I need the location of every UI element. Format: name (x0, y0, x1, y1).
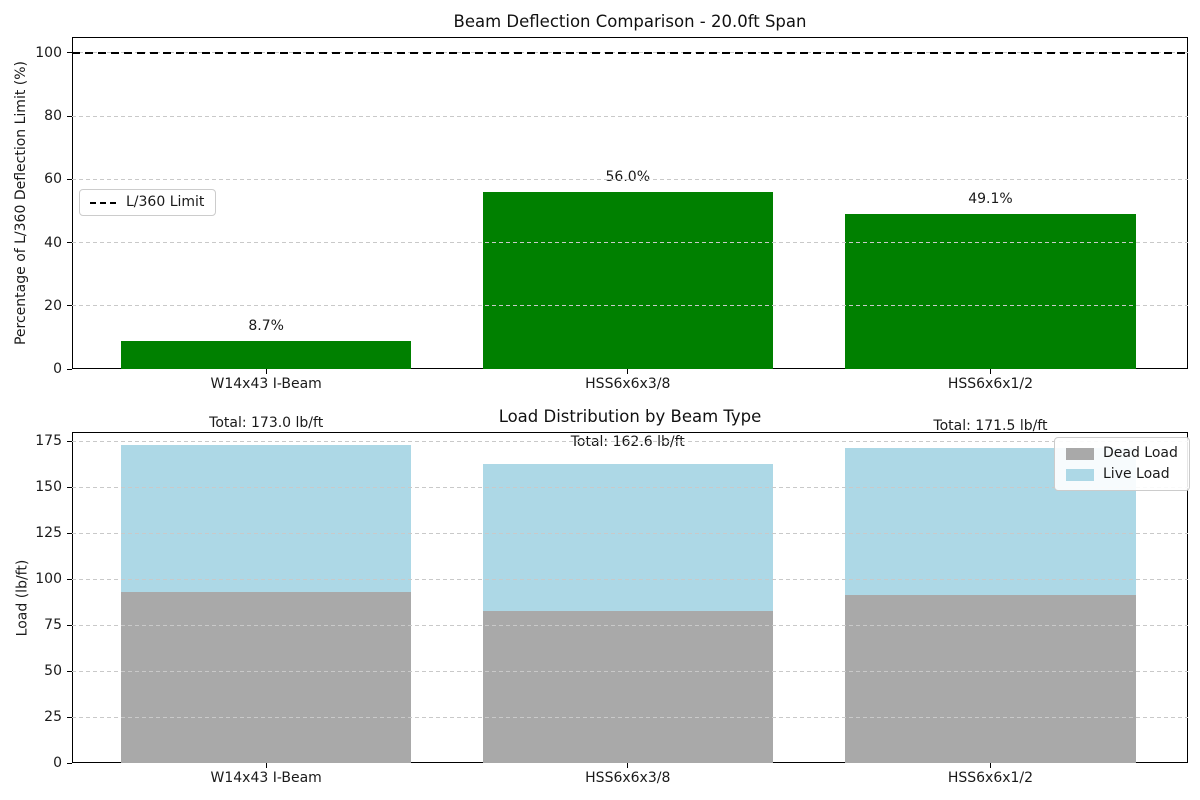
deflection-y-axis-label: Percentage of L/360 Deflection Limit (%) (13, 61, 29, 346)
x-tick-mark (989, 369, 991, 374)
live-load-swatch-icon (1066, 468, 1094, 481)
load-axes-frame (72, 432, 1188, 763)
x-tick-mark (627, 763, 629, 768)
x-tick-label: HSS6x6x1/2 (947, 770, 1034, 786)
x-tick-label: W14x43 I-Beam (210, 770, 322, 786)
dead-load-swatch-icon (1066, 447, 1094, 460)
x-tick-mark (627, 369, 629, 374)
load-y-axis-label: Load (lb/ft) (14, 559, 31, 637)
deflection-chart-title: Beam Deflection Comparison - 20.0ft Span (453, 12, 807, 31)
legend-entry-dead-load: Dead Load (1066, 443, 1178, 464)
deflection-axes-frame (72, 37, 1188, 369)
x-tick-label: HSS6x6x1/2 (947, 376, 1034, 392)
x-tick-mark (265, 369, 267, 374)
x-tick-mark (265, 763, 267, 768)
legend-label-live-load: Live Load (1103, 466, 1170, 482)
x-tick-label: HSS6x6x3/8 (585, 376, 671, 392)
x-tick-label: HSS6x6x3/8 (585, 770, 671, 786)
load-chart-title: Load Distribution by Beam Type (498, 407, 762, 426)
legend-entry-live-load: Live Load (1066, 464, 1178, 485)
load-legend: Dead Load Live Load (1054, 437, 1190, 491)
dashed-line-sample-icon (90, 201, 117, 204)
deflection-legend: L/360 Limit (79, 189, 217, 216)
x-tick-mark (989, 763, 991, 768)
legend-label-dead-load: Dead Load (1103, 445, 1178, 461)
legend-label-limit: L/360 Limit (126, 194, 205, 210)
x-tick-label: W14x43 I-Beam (210, 376, 322, 392)
